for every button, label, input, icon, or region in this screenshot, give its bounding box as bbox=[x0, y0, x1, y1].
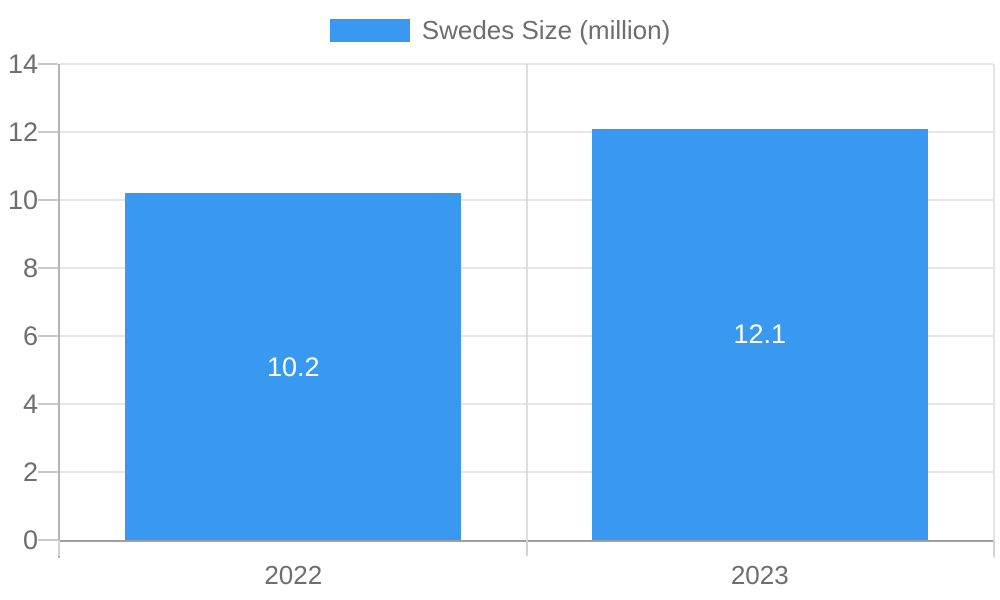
x-axis-label: 2023 bbox=[730, 560, 789, 590]
plot-right-border bbox=[993, 64, 995, 558]
legend-swatch bbox=[329, 19, 410, 42]
x-axis-label: 2022 bbox=[264, 560, 323, 590]
y-tick-label: 14 bbox=[7, 49, 38, 79]
legend-label: Swedes Size (million) bbox=[421, 15, 671, 45]
y-tick-mark bbox=[38, 63, 58, 65]
y-tick-mark bbox=[38, 539, 58, 541]
plot-area: 0 2 4 6 8 10 12 14 10.2 2022 12.1 2023 bbox=[8, 49, 995, 590]
bar bbox=[591, 128, 928, 540]
y-tick-mark bbox=[38, 267, 58, 269]
y-tick-label: 12 bbox=[7, 117, 38, 147]
x-tick-mark bbox=[993, 540, 995, 556]
y-tick-label: 0 bbox=[22, 525, 38, 555]
y-tick-label: 6 bbox=[22, 321, 38, 351]
category-boundary-gridline bbox=[525, 64, 528, 540]
y-tick-label: 10 bbox=[7, 185, 38, 215]
y-tick-mark bbox=[38, 131, 58, 133]
bar-value-label: 10.2 bbox=[266, 351, 320, 382]
y-tick-mark bbox=[38, 335, 58, 337]
legend-item[interactable]: Swedes Size (million) bbox=[329, 15, 671, 45]
bar-value-label: 12.1 bbox=[733, 319, 787, 350]
y-tick-mark bbox=[38, 403, 58, 405]
y-tick-label: 2 bbox=[22, 457, 38, 487]
bar bbox=[125, 193, 462, 540]
y-tick-label: 8 bbox=[22, 253, 38, 283]
y-tick-mark bbox=[38, 199, 58, 201]
legend: Swedes Size (million) bbox=[0, 17, 1000, 44]
x-tick-mark bbox=[58, 540, 60, 556]
x-tick-mark bbox=[525, 540, 528, 556]
y-tick-label: 4 bbox=[22, 389, 38, 419]
y-tick-mark bbox=[38, 471, 58, 473]
y-axis-line bbox=[58, 64, 60, 558]
